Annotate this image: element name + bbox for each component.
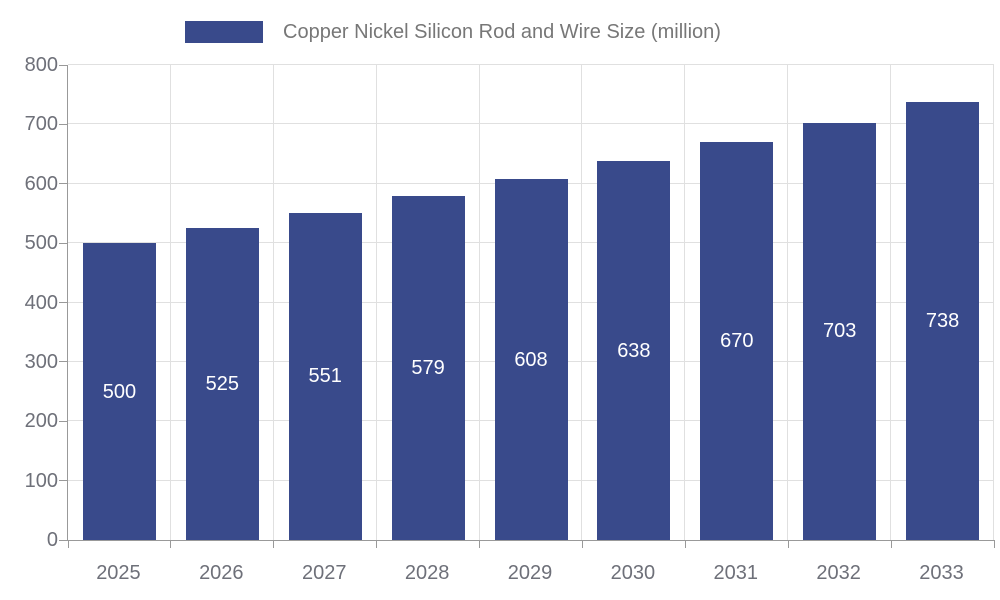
h-gridline (68, 64, 994, 65)
v-gridline (169, 65, 171, 540)
bar-value-label: 608 (514, 348, 548, 371)
v-gridline (993, 65, 994, 540)
x-axis-tick (67, 540, 69, 548)
v-gridline (890, 65, 892, 540)
v-gridline (787, 65, 789, 540)
bar-value-label: 638 (617, 339, 651, 362)
bar-2027[interactable]: 551 (288, 212, 362, 540)
x-axis-tick (479, 540, 481, 548)
bar-value-label: 738 (925, 309, 960, 332)
y-axis-tick (59, 420, 67, 422)
y-axis-tick (59, 242, 67, 244)
bar-value-label: 670 (720, 330, 754, 353)
bar-value-label: 500 (102, 380, 137, 403)
v-gridline (581, 65, 583, 540)
x-axis-tick (993, 540, 995, 548)
x-axis-tick-label: 2026 (199, 562, 244, 584)
legend-label: Copper Nickel Silicon Rod and Wire Size … (283, 21, 721, 43)
y-axis-tick-label: 0 (46, 529, 58, 551)
x-axis-tick-label: 2025 (96, 562, 141, 584)
x-axis-tick-label: 2029 (507, 562, 553, 584)
bar-2026[interactable]: 525 (185, 228, 259, 540)
v-gridline (684, 65, 686, 540)
bar-value-label: 525 (205, 373, 240, 396)
plot-area: 500 525 551 579 608 638 670 703 738 (59, 64, 995, 548)
y-axis-tick (59, 539, 67, 541)
x-axis-tick-label: 2031 (713, 562, 759, 584)
bar-2033[interactable]: 738 (906, 101, 980, 540)
bar-2032[interactable]: 703 (803, 122, 877, 540)
v-gridline (375, 65, 377, 540)
x-axis-tick (376, 540, 378, 548)
x-axis-tick (581, 540, 583, 548)
bar-value-label: 551 (308, 365, 342, 388)
y-axis-tick-label: 500 (24, 232, 58, 255)
bar-value-label: 703 (822, 320, 857, 343)
y-axis-tick-label: 300 (24, 350, 58, 373)
y-axis-tick (59, 183, 67, 185)
y-axis-tick-label: 800 (24, 54, 58, 76)
x-axis-tick-label: 2027 (301, 562, 347, 584)
legend-swatch (185, 21, 263, 43)
bar-2025[interactable]: 500 (82, 243, 156, 540)
y-axis-tick (59, 123, 67, 125)
bar-value-label: 579 (411, 357, 445, 380)
x-axis-tick (684, 540, 686, 548)
y-axis-tick (59, 480, 67, 482)
y-axis-tick-label: 700 (24, 113, 58, 136)
x-axis-tick (890, 540, 892, 548)
legend-item[interactable]: Copper Nickel Silicon Rod and Wire Size … (185, 21, 721, 43)
y-axis-tick-label: 200 (24, 410, 58, 433)
bar-2029[interactable]: 608 (494, 179, 568, 540)
v-gridline (478, 65, 480, 540)
y-axis-tick (59, 302, 67, 303)
bar-2030[interactable]: 638 (597, 161, 671, 540)
v-gridline (272, 65, 274, 540)
y-axis-tick-label: 400 (24, 291, 58, 314)
x-axis-tick (170, 540, 172, 548)
h-gridline (68, 123, 994, 125)
x-axis-tick-label: 2033 (919, 562, 964, 584)
x-axis-tick (787, 540, 789, 548)
y-axis-tick-label: 100 (24, 469, 58, 492)
bar-2031[interactable]: 670 (700, 142, 774, 540)
y-axis-tick (59, 361, 67, 363)
x-axis-tick-label: 2030 (610, 562, 656, 584)
x-axis-tick (273, 540, 275, 548)
x-axis-tick-label: 2032 (816, 562, 861, 584)
bar-2028[interactable]: 579 (391, 196, 465, 540)
x-axis-tick-label: 2028 (404, 562, 450, 584)
y-axis-tick-label: 600 (24, 172, 58, 195)
y-axis-tick (59, 64, 67, 66)
